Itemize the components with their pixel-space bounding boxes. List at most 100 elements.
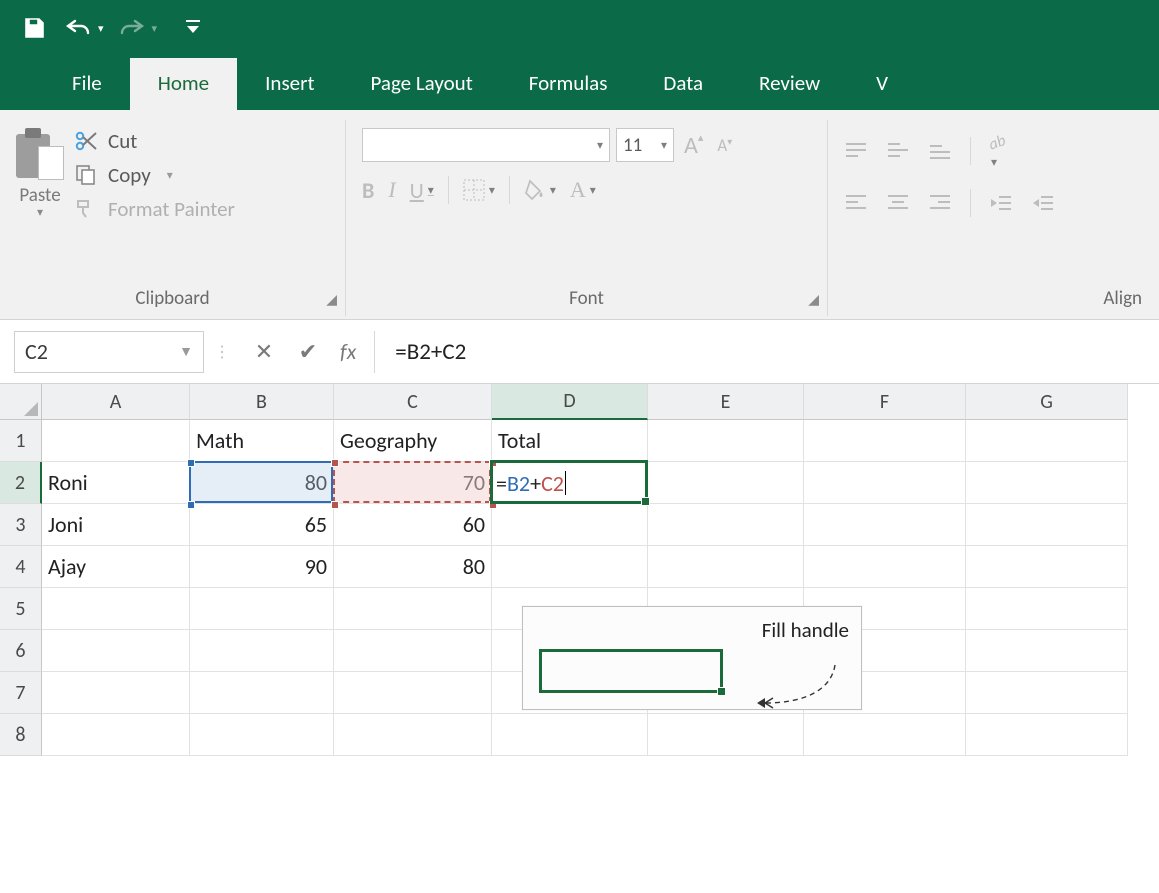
redo-button[interactable]	[114, 10, 150, 46]
row-header-8[interactable]: 8	[0, 714, 42, 756]
cell-G4[interactable]	[966, 546, 1128, 588]
cell-C5[interactable]	[334, 588, 492, 630]
column-header-E[interactable]: E	[648, 384, 804, 420]
cell-B3[interactable]: 65	[190, 504, 334, 546]
cell-A1[interactable]	[42, 420, 190, 462]
cell-G5[interactable]	[966, 588, 1128, 630]
cell-D8[interactable]	[492, 714, 648, 756]
tab-view-partial[interactable]: V	[848, 58, 896, 110]
cell-F4[interactable]	[804, 546, 966, 588]
cell-C1[interactable]: Geography	[334, 420, 492, 462]
insert-function-button[interactable]: fx	[330, 338, 366, 365]
cell-C3[interactable]: 60	[334, 504, 492, 546]
column-header-C[interactable]: C	[334, 384, 492, 420]
copy-button[interactable]: Copy ▾	[74, 162, 235, 188]
borders-button[interactable]: ▾	[463, 179, 495, 201]
select-all-corner[interactable]	[0, 384, 42, 420]
align-center-button[interactable]	[886, 193, 910, 213]
paste-dropdown-icon[interactable]: ▾	[37, 205, 43, 220]
name-box[interactable]: C2 ▼	[14, 331, 204, 373]
row-header-1[interactable]: 1	[0, 420, 42, 462]
cell-A5[interactable]	[42, 588, 190, 630]
cell-B4[interactable]: 90	[190, 546, 334, 588]
cell-G3[interactable]	[966, 504, 1128, 546]
column-header-G[interactable]: G	[966, 384, 1128, 420]
cell-G6[interactable]	[966, 630, 1128, 672]
cell-C4[interactable]: 80	[334, 546, 492, 588]
cell-A6[interactable]	[42, 630, 190, 672]
align-right-button[interactable]	[928, 193, 952, 213]
cell-C7[interactable]	[334, 672, 492, 714]
copy-dropdown-icon[interactable]: ▾	[167, 168, 173, 183]
bold-button[interactable]: B	[362, 177, 374, 204]
fill-color-button[interactable]: ▾	[524, 179, 556, 201]
cell-D1[interactable]: Total	[492, 420, 648, 462]
row-header-6[interactable]: 6	[0, 630, 42, 672]
cell-E8[interactable]	[648, 714, 804, 756]
align-left-button[interactable]	[844, 193, 868, 213]
tab-file[interactable]: File	[44, 58, 130, 110]
tab-page-layout[interactable]: Page Layout	[342, 58, 500, 110]
paste-button[interactable]: Paste ▾	[16, 124, 64, 274]
cell-F8[interactable]	[804, 714, 966, 756]
undo-dropdown-icon[interactable]: ▾	[98, 22, 104, 35]
column-header-B[interactable]: B	[190, 384, 334, 420]
align-bottom-button[interactable]	[928, 141, 952, 161]
font-size-combo[interactable]: 11 ▾	[616, 128, 674, 162]
cell-C8[interactable]	[334, 714, 492, 756]
cell-G1[interactable]	[966, 420, 1128, 462]
cell-B5[interactable]	[190, 588, 334, 630]
cell-G2[interactable]	[966, 462, 1128, 504]
row-header-7[interactable]: 7	[0, 672, 42, 714]
clipboard-dialog-launcher[interactable]: ◢	[326, 291, 337, 308]
cell-B7[interactable]	[190, 672, 334, 714]
cell-F1[interactable]	[804, 420, 966, 462]
row-header-5[interactable]: 5	[0, 588, 42, 630]
cell-A2[interactable]: Roni	[42, 462, 190, 504]
italic-button[interactable]: I	[388, 177, 395, 203]
tab-home[interactable]: Home	[130, 58, 237, 110]
font-dialog-launcher[interactable]: ◢	[808, 291, 819, 308]
save-button[interactable]	[16, 10, 52, 46]
row-header-3[interactable]: 3	[0, 504, 42, 546]
row-header-2[interactable]: 2	[0, 462, 42, 504]
orientation-button[interactable]: ab▾	[989, 130, 1013, 171]
fill-handle[interactable]	[641, 497, 650, 506]
cell-G8[interactable]	[966, 714, 1128, 756]
tab-data[interactable]: Data	[635, 58, 731, 110]
row-header-4[interactable]: 4	[0, 546, 42, 588]
cell-E1[interactable]	[648, 420, 804, 462]
cell-F3[interactable]	[804, 504, 966, 546]
tab-review[interactable]: Review	[731, 58, 848, 110]
cell-D4[interactable]	[492, 546, 648, 588]
cell-C6[interactable]	[334, 630, 492, 672]
column-header-D[interactable]: D	[492, 384, 648, 420]
column-header-F[interactable]: F	[804, 384, 966, 420]
cell-E3[interactable]	[648, 504, 804, 546]
font-name-combo[interactable]: ▾	[362, 128, 610, 162]
formula-input[interactable]: =B2+C2	[383, 338, 1145, 366]
align-top-button[interactable]	[844, 141, 868, 161]
cell-F2[interactable]	[804, 462, 966, 504]
column-header-A[interactable]: A	[42, 384, 190, 420]
font-color-button[interactable]: A▾	[570, 177, 596, 203]
cut-button[interactable]: Cut	[74, 128, 235, 154]
cell-G7[interactable]	[966, 672, 1128, 714]
cell-A8[interactable]	[42, 714, 190, 756]
cancel-formula-button[interactable]: ✕	[242, 338, 286, 365]
cell-A7[interactable]	[42, 672, 190, 714]
cell-E2[interactable]	[648, 462, 804, 504]
enter-formula-button[interactable]: ✔	[286, 338, 330, 365]
cell-A3[interactable]: Joni	[42, 504, 190, 546]
tab-formulas[interactable]: Formulas	[501, 58, 636, 110]
cell-B1[interactable]: Math	[190, 420, 334, 462]
underline-button[interactable]: U▾	[410, 177, 434, 204]
decrease-indent-button[interactable]	[989, 193, 1013, 213]
cell-A4[interactable]: Ajay	[42, 546, 190, 588]
cell-B8[interactable]	[190, 714, 334, 756]
tab-insert[interactable]: Insert	[237, 58, 342, 110]
cell-d2-editing[interactable]: =B2+C2	[496, 462, 566, 504]
cell-E4[interactable]	[648, 546, 804, 588]
cell-D3[interactable]	[492, 504, 648, 546]
decrease-font-size-button[interactable]: A▾	[713, 135, 736, 156]
